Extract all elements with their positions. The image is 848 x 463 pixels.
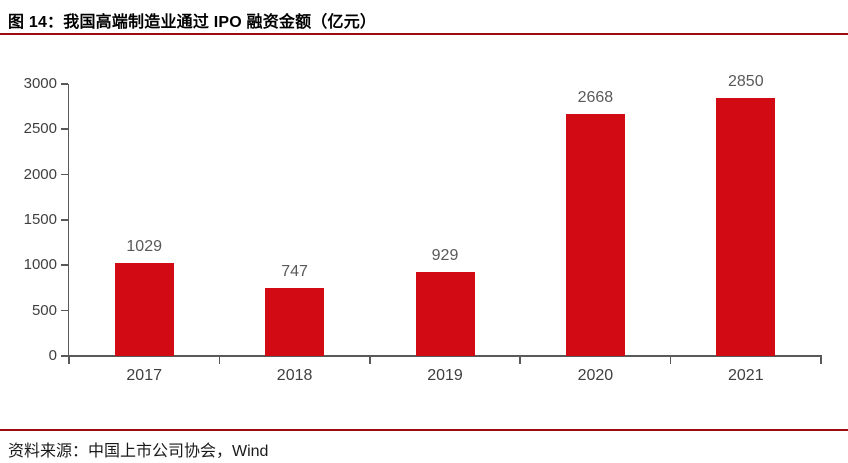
- y-tick-label: 0: [48, 347, 57, 364]
- x-tick-mark: [218, 356, 221, 364]
- y-tick-label: 1500: [23, 211, 57, 228]
- x-tick-mark: [820, 356, 822, 364]
- x-category-label: 2018: [276, 367, 313, 384]
- y-tick-mark: [61, 128, 68, 130]
- y-tick-mark: [61, 173, 68, 176]
- source-divider-rule: [0, 429, 848, 431]
- bar-2017: [114, 262, 174, 356]
- bar-value-label: 2668: [577, 89, 614, 107]
- x-tick-mark: [669, 356, 672, 364]
- figure-title: 图 14：我国高端制造业通过 IPO 融资金额（亿元）: [8, 14, 377, 31]
- bar-2020: [565, 114, 625, 356]
- y-tick-mark: [61, 219, 68, 221]
- bar-2019: [415, 271, 475, 356]
- y-tick-mark: [61, 309, 68, 312]
- x-category-label: 2021: [728, 367, 764, 384]
- source-note: 资料来源：中国上市公司协会，Wind: [8, 443, 269, 460]
- y-axis-line: [67, 84, 69, 356]
- bar-2021: [716, 97, 776, 356]
- bar-value-label: 929: [431, 246, 459, 264]
- x-tick-mark: [519, 356, 521, 364]
- ipo-bar-chart: 0 500 1000 1500 2000 2500 3000 1029 2017 747 2018 9…: [23, 72, 822, 384]
- y-tick-mark: [61, 264, 68, 266]
- x-tick-mark: [369, 356, 371, 364]
- y-tick-label: 1000: [23, 256, 57, 274]
- x-category-label: 2017: [126, 367, 162, 384]
- x-category-label: 2020: [577, 367, 614, 384]
- y-tick-label: 2500: [23, 120, 57, 138]
- y-tick-label: 500: [31, 301, 57, 319]
- y-tick-label: 2000: [23, 165, 57, 183]
- bar-2018: [265, 288, 325, 356]
- bar-value-label: 2850: [728, 72, 764, 90]
- x-category-label: 2019: [427, 367, 463, 384]
- bar-value-label: 1029: [126, 237, 162, 255]
- title-underline-rule: [0, 33, 848, 35]
- y-tick-mark: [61, 83, 68, 85]
- y-tick-label: 3000: [23, 75, 57, 92]
- bar-value-label: 747: [281, 263, 308, 281]
- x-tick-mark: [68, 356, 70, 364]
- y-tick-mark: [61, 355, 68, 357]
